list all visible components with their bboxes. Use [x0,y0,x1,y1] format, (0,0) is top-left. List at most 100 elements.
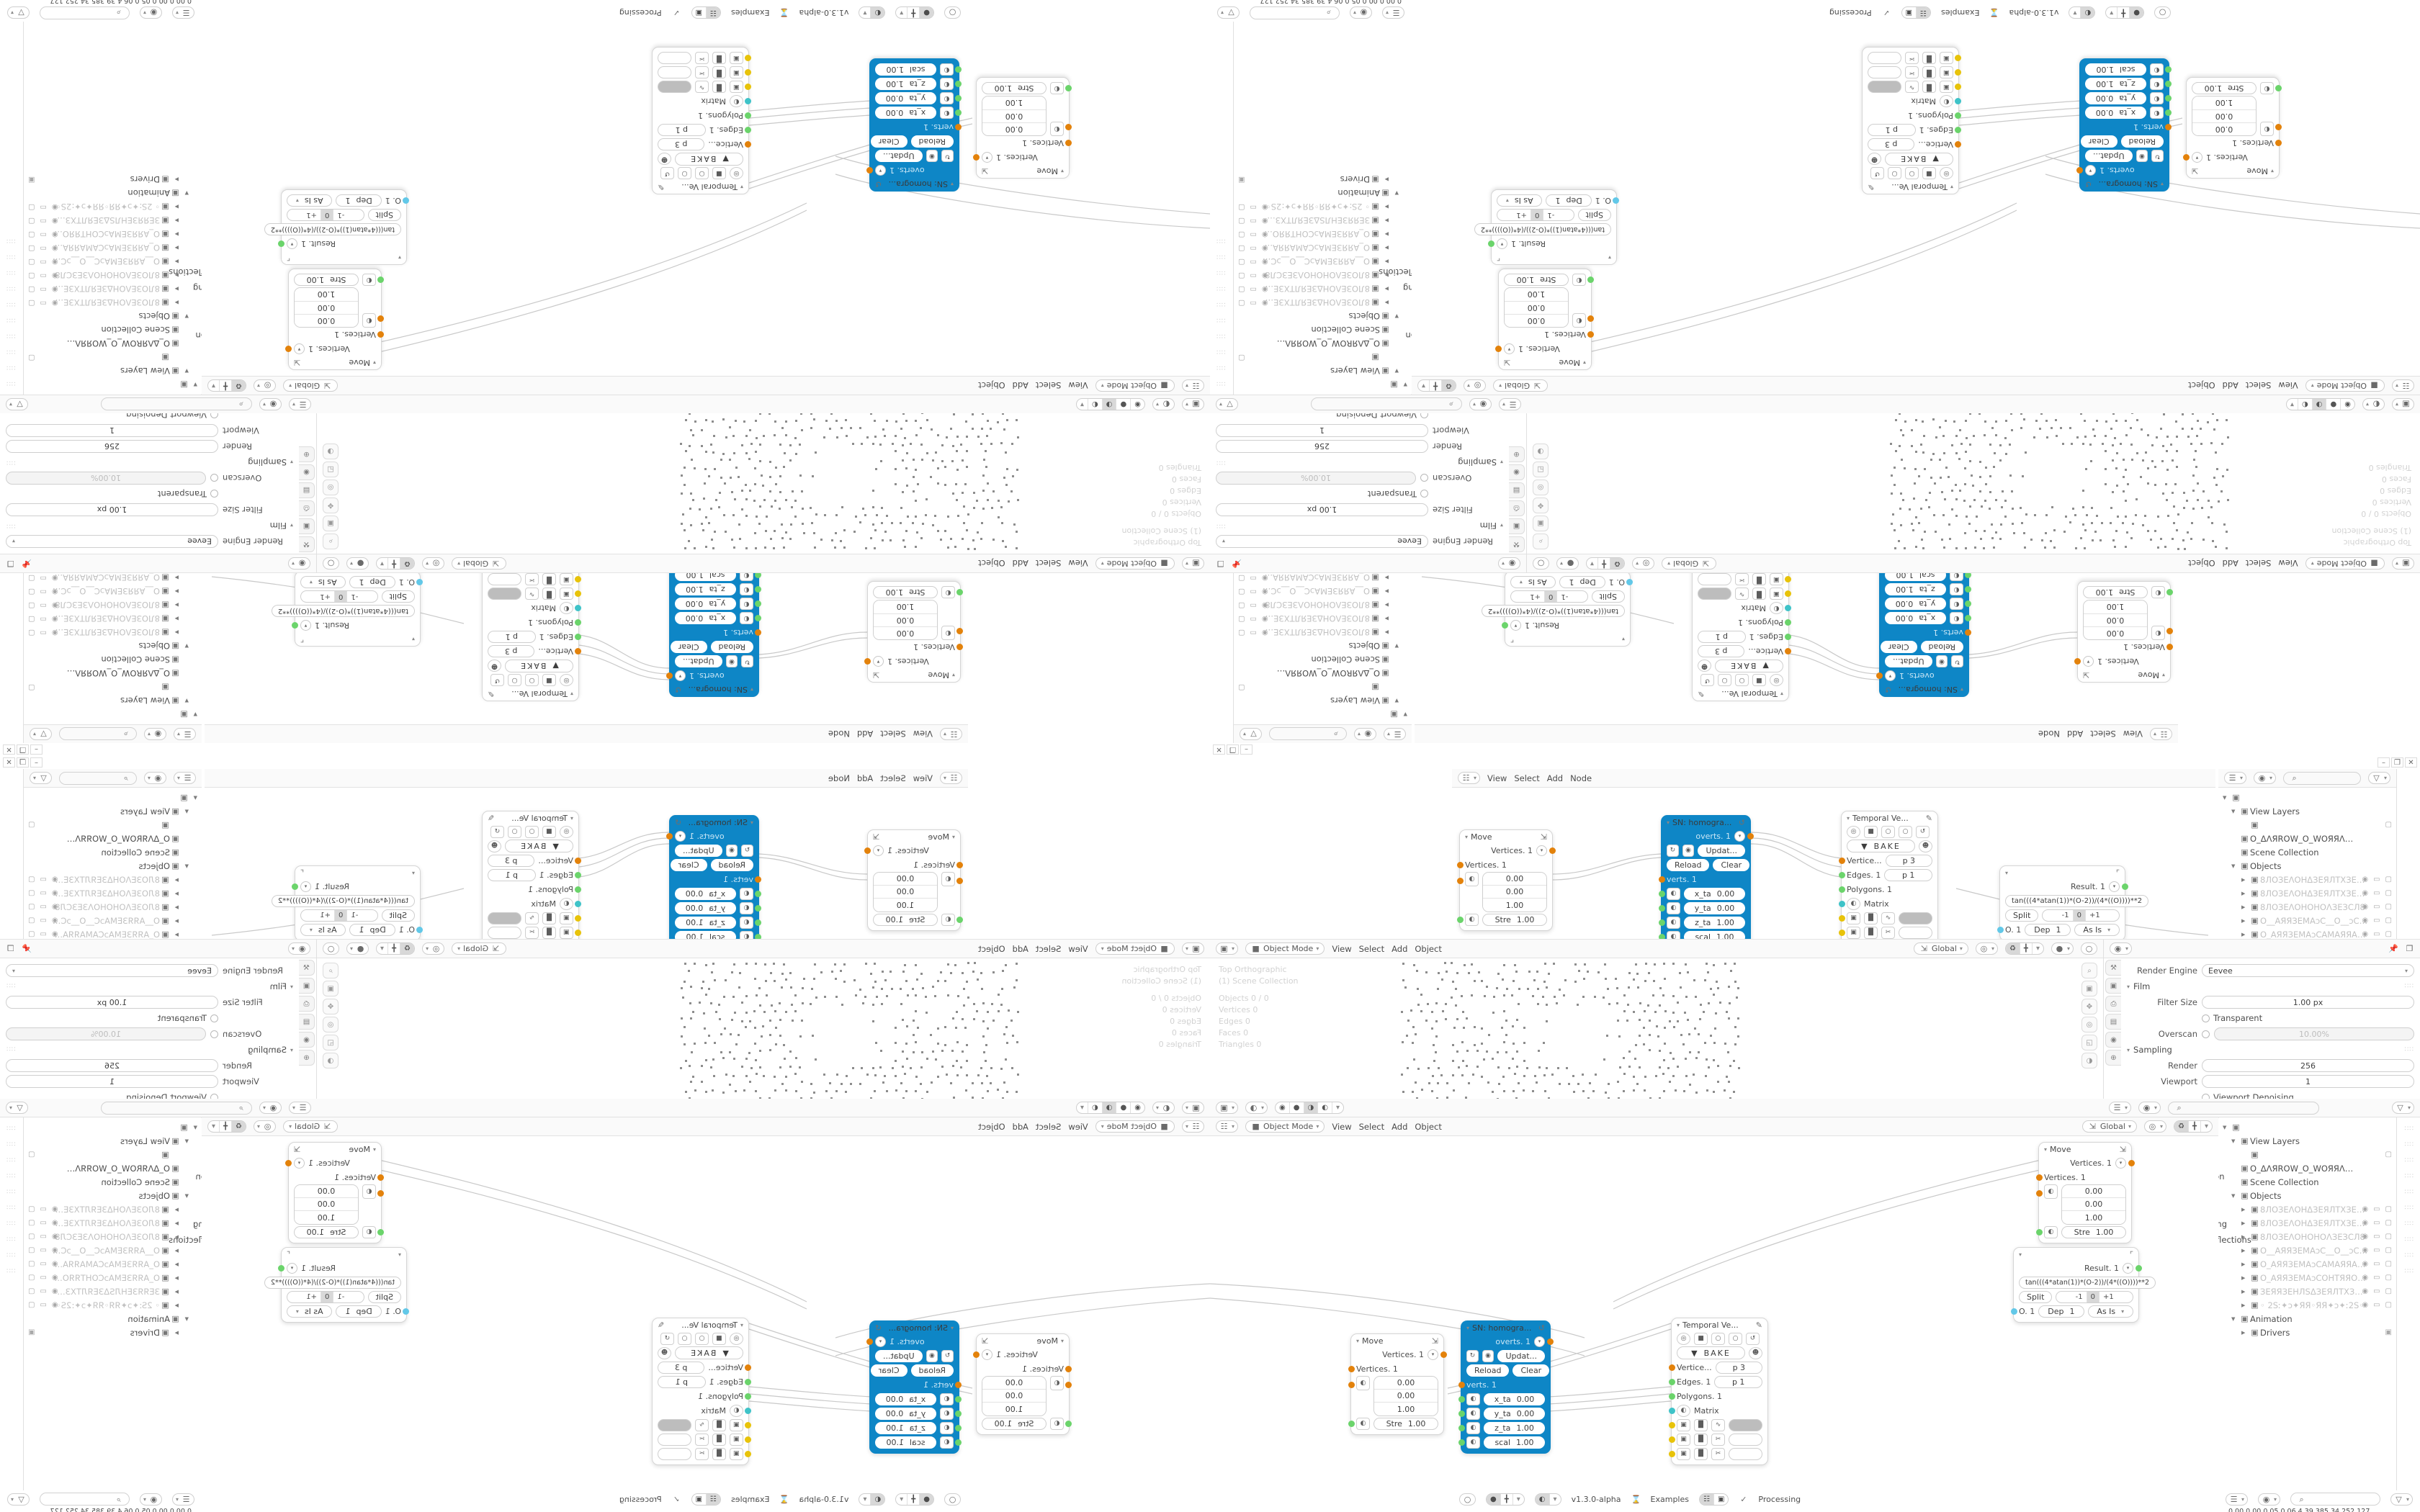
formula-field[interactable]: tan(((4*atan(1))*(O-2))/(4*((O))))**2 [271,605,415,618]
screen-icon[interactable]: ▭ [40,1219,47,1227]
node-param-row[interactable]: ◐ scal 1.00 [1658,930,1745,939]
viewer-toggle-row[interactable]: ◎ ■ ○ ○ ↺ [658,166,743,181]
outliner-row-toggles[interactable]: ▣ [28,1328,35,1336]
node-output-row[interactable]: overts. 1 ▾ [2076,163,2164,178]
screen-icon[interactable]: ▭ [1250,629,1257,636]
socket-input-material-2[interactable] [575,929,582,936]
vector-mode-icon[interactable]: ◐ [1572,313,1586,328]
chevron-down-icon[interactable]: ▾ [1536,845,1547,856]
bake-button[interactable]: ▼ BAKE [1715,660,1783,672]
chevron-right-icon[interactable]: ▶ [2241,1206,2246,1212]
socket-input-material-1[interactable] [575,590,582,598]
chevron-right-icon[interactable]: ▶ [2241,1274,2246,1281]
properties-editor[interactable]: ◉ ▾ 📌 ❐ ⚒ ▣ ⎙ ▤ ◉ ⊕ Render Engine Eevee ▾ ▾ Fil… [2103,939,2420,1277]
outliner-row[interactable]: ▣ Scene Collection [1234,653,1412,667]
brush-icon[interactable]: █ [1864,912,1878,924]
socket-input-scal[interactable] [2165,66,2172,73]
outliner-row-toggles[interactable]: ◉▭▢ [1238,244,1268,252]
material-slot-2[interactable] [1868,66,1901,79]
snapping-controls[interactable]: ♻ ╋ ▾ [2173,1120,2213,1133]
outliner-row[interactable]: ▼ ▣ Objects [24,639,202,653]
editor-type-icon[interactable]: ☷ ▾ [1216,1120,1239,1133]
reload-button[interactable]: Reload [710,641,753,654]
node-header[interactable]: ▾ SN: homogra... ↺ [670,683,758,696]
brush-icon[interactable]: █ [712,52,726,65]
status-bar[interactable]: ○ ● ╋ ▾ ◐ ▾ v1.3.0-alpha ⌛ Examples ☷ ▣ ✓ Pr… [202,1490,968,1508]
node-output-row[interactable]: overts. 1 ▾ [1876,669,1963,683]
camera-icon[interactable]: ▢ [1238,629,1245,636]
filter-icon[interactable]: ▽ ▾ [30,772,53,784]
node-temporal-viewer[interactable]: ▾ Temporal Ve... ✎ ◎ ■ ○ ○ ↺ ▼ BAKE ☻ [1862,47,1962,194]
material-slot-2[interactable] [488,573,521,586]
depth-row[interactable]: O. 1 Dep 1 As Is ▾ [287,1304,410,1318]
eye-icon[interactable]: ◉ [1261,203,1268,211]
node-move[interactable]: ▾ Move ⇲ Vertices. 1 ▾ Vertices. 1 ◐ [285,1142,385,1243]
node-header[interactable]: ▾ Move ⇲ [2039,1143,2131,1156]
vector-x[interactable]: 0.00 [1374,1377,1438,1390]
camera-icon[interactable]: ▢ [2385,917,2392,924]
viewer-input-row[interactable]: Edges. 1 p 1 [1868,123,1962,138]
node-vector-input[interactable]: ◐ 0.00 0.00 1.00 [873,600,964,640]
split-button[interactable]: Split [2005,909,2039,922]
addon-examples-label[interactable]: Examples [731,1494,770,1504]
socket-input-vertices[interactable] [1785,648,1792,655]
depth-row[interactable]: O. 1 Dep 1 As Is ▾ [300,575,424,590]
overlay-icon[interactable]: ◐ ▾ [1245,1102,1268,1114]
object-mode-selector[interactable]: ■ Object Mode ▾ [1095,1120,1175,1133]
material-slot-2[interactable] [1698,573,1731,586]
outliner-row[interactable]: ▼ ▣ [2218,791,2396,804]
properties-editor[interactable]: ◉ ▾ 📌 ❐ ⚒ ▣ ⎙ ▤ ◉ ⊕ Render Engine Eevee ▾ ▾ Fil… [1210,235,1527,573]
node-output-row[interactable]: overts. 1 ▾ [866,163,954,178]
outliner-search-input[interactable]: ⌕ [59,771,137,785]
properties-tab-strip[interactable]: ⚒ ▣ ⎙ ▤ ◉ ⊕ [297,446,316,552]
node-param-row[interactable]: ◐ x_ta 0.00 [875,1392,962,1406]
node-formula[interactable]: ▾ ⌜ Result. 1 ▾ tan(((4*atan(1))*(O-2))/… [1481,573,1634,647]
node-header[interactable]: ▾ SN: homogra... ↺ [1662,816,1750,829]
node-output-row[interactable]: Result. 1 ▾ [278,1261,401,1275]
socket-input-matrix[interactable] [1065,1381,1072,1388]
addon-toggles[interactable]: ● ╋ ▾ [895,6,934,19]
screen-icon[interactable]: ▭ [40,285,47,293]
pin-icon[interactable]: 📌 [2388,944,2398,953]
chevron-right-icon[interactable]: ▶ [2241,876,2246,883]
outliner-row-toggles[interactable]: ◉▭▢ [1238,230,1268,238]
show-faces-icon[interactable]: ○ [1899,825,1912,838]
camera-icon[interactable]: ▢ [28,285,35,293]
group-icon[interactable]: ☻ [1749,1346,1762,1359]
proportional-edit-icon[interactable]: ● ▾ [346,557,369,570]
formula-field[interactable]: tan(((4*atan(1))*(O-2))/(4*((O))))**2 [264,223,401,236]
driver-icon[interactable]: ◐ [1950,598,1963,611]
edges-count-field[interactable]: p 1 [488,631,536,644]
scissors-icon[interactable]: ✂ [1711,1433,1725,1446]
node-formula[interactable]: ▾ ⌜ Result. 1 ▾ tan(((4*atan(1))*(O-2))/… [1996,865,2149,939]
snap-magnet-icon[interactable]: ◎ ▾ [422,942,445,955]
node-output-row[interactable]: Vertices. 1 ▾ [2074,654,2165,669]
driver-icon[interactable]: ◐ [1770,602,1783,615]
chevron-right-icon[interactable]: ▶ [1384,258,1389,265]
depth-row[interactable]: O. 1 Dep 1 As Is ▾ [287,194,410,208]
socket-input-vertices[interactable] [956,644,964,651]
properties-section-header[interactable]: ▾ Sampling ∷∷ [6,454,293,470]
properties-section-header[interactable]: ▾ Sampling ∷∷ [6,1042,293,1058]
filter-icon[interactable]: ▽ ▾ [7,6,30,19]
chevron-down-icon[interactable]: ▼ [1403,382,1407,388]
depth-row[interactable]: O. 1 Dep 1 As Is ▾ [1996,922,2120,937]
viewer-input-row[interactable]: Edges. 1 p 1 [658,1374,752,1389]
chevron-down-icon[interactable]: ▼ [184,1315,189,1322]
bake-button[interactable]: ▼ BAKE [1677,1346,1745,1359]
chevron-down-icon[interactable]: ▾ [950,1325,954,1331]
outliner-row-toggles[interactable]: ▣ [28,176,35,184]
transform-orientation-selector[interactable]: ⇲ Global ▾ [1913,942,1968,955]
clear-button[interactable]: Clear [1512,1364,1550,1377]
socket-output-vertices[interactable] [285,1159,292,1166]
socket-input-verts[interactable] [955,1381,962,1388]
properties-tab-tool[interactable]: ⚒ [1509,536,1525,552]
render-engine-select[interactable]: Eevee ▾ [6,535,218,548]
viewer-material-row[interactable]: ▣ █ ✂ [1838,925,1932,939]
vector-z[interactable]: 1.00 [295,1211,358,1224]
viewer-input-row[interactable]: ◐ Matrix [658,1403,752,1418]
node-update-row[interactable]: ↻ ◉ Updat... [675,654,753,669]
node-input-row[interactable]: Vertices. 1 [1348,1362,1438,1376]
properties-tab-strip[interactable]: ⚒ ▣ ⎙ ▤ ◉ ⊕ [1507,446,1526,552]
node-param-row[interactable]: ◐ z_ta 1.00 [1458,1421,1545,1435]
